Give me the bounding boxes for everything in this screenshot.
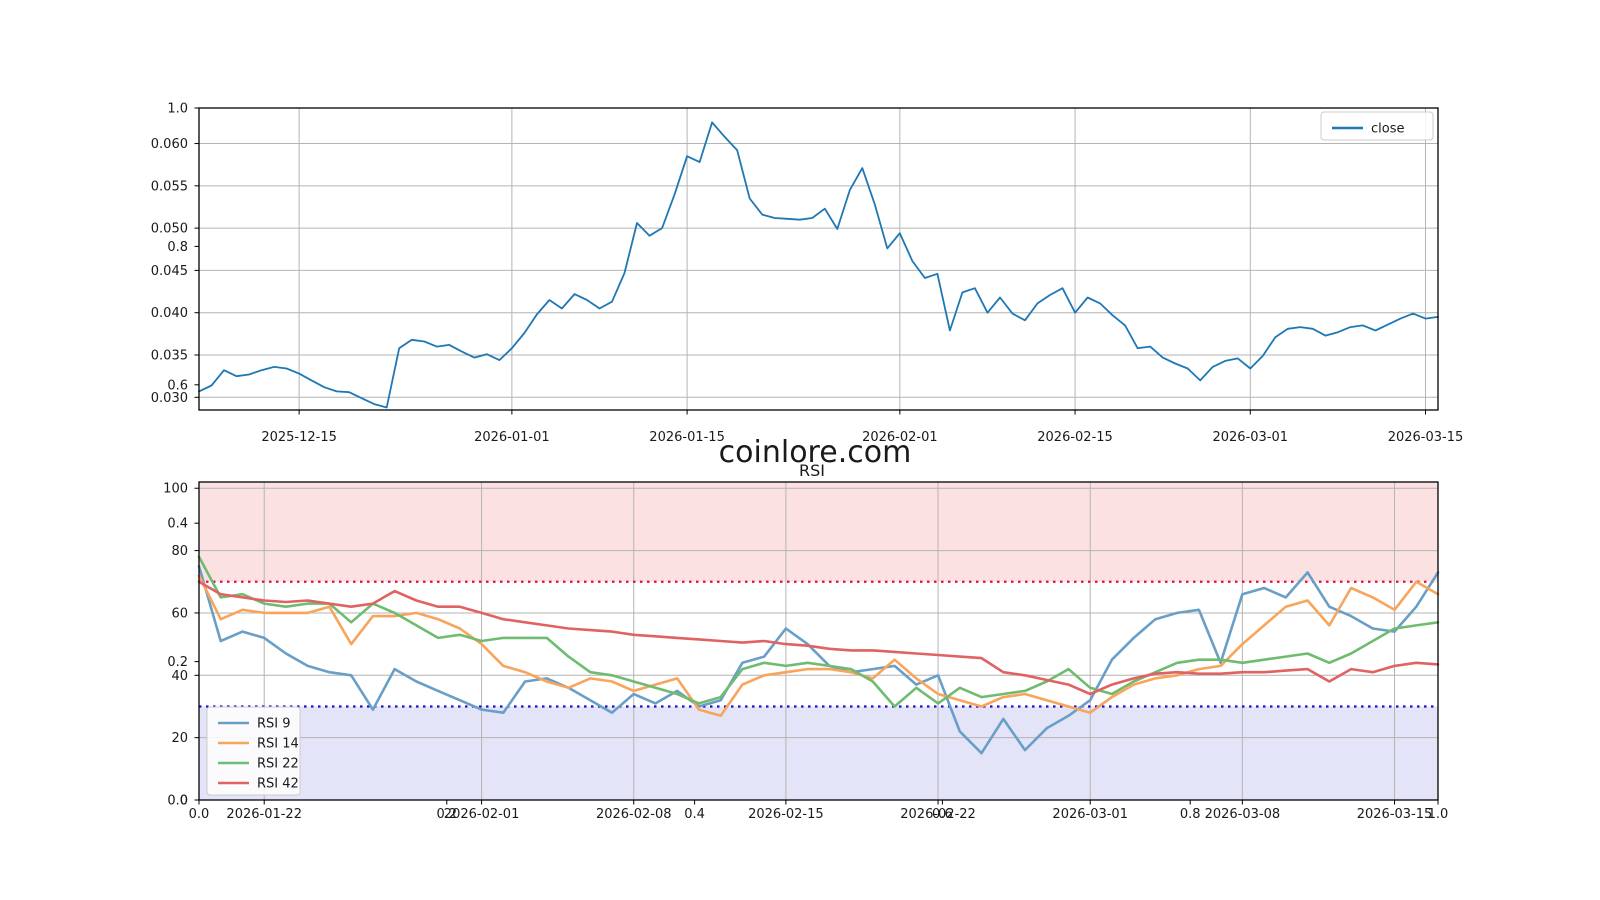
- y-tick-label: 0.045: [151, 264, 188, 279]
- price-axes-frame: [198, 107, 1439, 411]
- y-tick-label: 40: [171, 669, 188, 684]
- overlay-x-tick-label: 0.8: [1180, 807, 1201, 822]
- close-line: [198, 121, 1439, 409]
- overlay-y-tick-label: 0.8: [167, 240, 188, 255]
- watermark-text: coinlore.com: [719, 435, 912, 470]
- rsi-9-line: [197, 564, 1440, 755]
- x-tick-label: 2026-03-01: [1212, 430, 1288, 445]
- x-tick-label: 2026-03-15: [1357, 807, 1433, 822]
- x-tick-label: 2026-02-08: [596, 807, 672, 822]
- overlay-y-tick-label: 0.4: [167, 517, 188, 532]
- legend-label: RSI 42: [257, 777, 299, 792]
- legend-label: close: [1371, 122, 1404, 137]
- rsi-14-line: [197, 574, 1440, 718]
- overlay-x-tick-label: 0.4: [684, 807, 705, 822]
- rsi-chart-axis-labels: 0 20 40 60 80 100 2026-01-22 2026-02-01 2026-02-…: [163, 482, 1432, 822]
- overlay-y-tick-label: 1.0: [167, 102, 188, 117]
- y-tick-label: 20: [171, 731, 188, 746]
- oversold-band: [199, 706, 1438, 800]
- overlay-axis-labels: 1.0 0.8 0.6 0.4 0.2 0.00.0 0.2 0.4 0.6 0.8 1.0: [167, 102, 1448, 823]
- overlay-y-tick-label: 0.6: [167, 378, 188, 393]
- price-chart-grid: [199, 108, 1438, 410]
- legend-label: RSI 14: [257, 737, 299, 752]
- rsi-legend-box: [206, 706, 301, 796]
- y-tick-label: 0.040: [151, 306, 188, 321]
- y-tick-label: 100: [163, 482, 188, 497]
- x-tick-label: 2026-01-01: [474, 430, 550, 445]
- x-tick-label: 2026-03-15: [1388, 430, 1464, 445]
- x-tick-label: 2026-01-15: [649, 430, 725, 445]
- x-tick-label: 2026-03-08: [1205, 807, 1281, 822]
- y-tick-label: 60: [171, 606, 188, 621]
- rsi-bands: [199, 482, 1438, 800]
- y-tick-label: 0.030: [151, 391, 188, 406]
- y-tick-label: 0.050: [151, 222, 188, 237]
- y-tick-label: 0.055: [151, 179, 188, 194]
- price-chart-axis-labels: 0.030 0.035 0.040 0.045 0.050 0.055 0.060 2025-…: [151, 137, 1463, 445]
- x-tick-label: 2026-02-01: [444, 807, 520, 822]
- x-tick-label: 2026-01-22: [226, 807, 302, 822]
- y-tick-label: 80: [171, 544, 188, 559]
- legend-label: RSI 9: [257, 717, 291, 732]
- rsi-title: RSI: [799, 461, 825, 480]
- y-tick-label: 0: [180, 794, 188, 809]
- x-tick-label: 2026-03-01: [1052, 807, 1128, 822]
- rsi-axes-frame: [198, 481, 1439, 801]
- overlay-x-tick-label: 0.2: [436, 807, 457, 822]
- overlay-y-tick-label: 0.2: [167, 655, 188, 670]
- x-tick-label: 2026-02-22: [900, 807, 976, 822]
- rsi-22-line: [197, 555, 1440, 708]
- overlay-y-tick-label: 0.0: [167, 794, 188, 809]
- x-tick-label: 2026-02-01: [862, 430, 938, 445]
- price-legend-box: [1320, 111, 1434, 141]
- rsi-42-line: [197, 580, 1440, 696]
- legend-label: RSI 22: [257, 757, 299, 772]
- y-tick-label: 0.060: [151, 137, 188, 152]
- x-tick-label: 2025-12-15: [261, 430, 337, 445]
- overlay-x-tick-label: 1.0: [1428, 807, 1449, 822]
- price-legend: close: [1320, 111, 1434, 141]
- y-tick-label: 0.035: [151, 349, 188, 364]
- overbought-band: [199, 482, 1438, 582]
- rsi-legend: RSI 9 RSI 14 RSI 22 RSI 42: [206, 706, 301, 796]
- overlay-x-tick-label: 0.0: [189, 807, 210, 822]
- x-tick-label: 2026-02-15: [748, 807, 824, 822]
- x-tick-label: 2026-02-15: [1037, 430, 1113, 445]
- rsi-chart-grid: [199, 482, 1438, 800]
- overlay-x-tick-label: 0.6: [932, 807, 953, 822]
